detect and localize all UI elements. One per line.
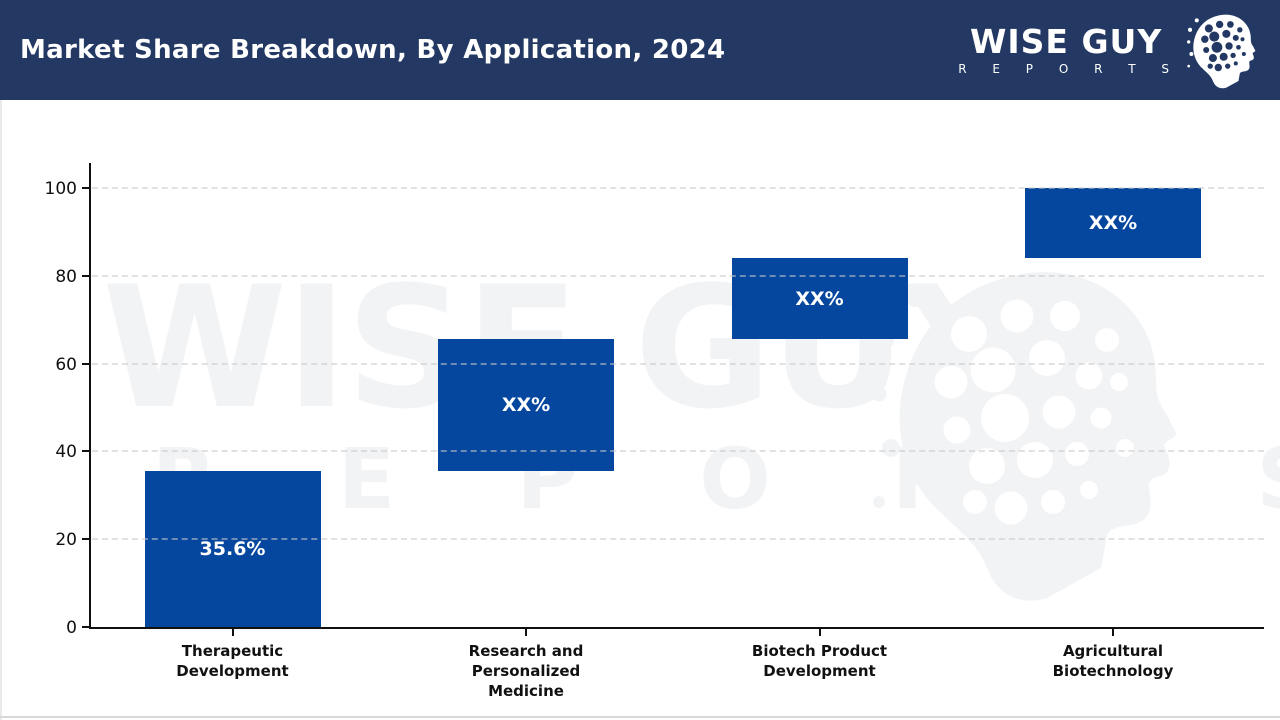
- y-axis-tick: [82, 450, 89, 453]
- wise-guy-logo: WISE GUY R E P O R T S: [952, 8, 1260, 92]
- y-axis-tick: [82, 626, 89, 628]
- y-axis-tick-label: 60: [55, 354, 77, 375]
- logo-tagline: R E P O R T S: [958, 61, 1180, 76]
- plot-area: WISE GUY R E P O R T S 35.6: [0, 100, 1280, 720]
- x-axis-category-label: Agricultural Biotechnology: [1052, 642, 1174, 680]
- bar-value-label: 35.6%: [199, 537, 266, 560]
- chart-title: Market Share Breakdown, By Application, …: [20, 35, 726, 65]
- y-axis-tick: [82, 362, 89, 365]
- y-axis-tick-label: 40: [55, 442, 77, 463]
- bar-value-label: XX%: [795, 287, 844, 310]
- gridline-60: [92, 362, 1264, 365]
- x-axis-category-label: Research and Personalized Medicine: [468, 642, 584, 700]
- bar-value-label: XX%: [501, 393, 551, 416]
- x-axis-tick: [818, 629, 821, 636]
- y-axis-tick: [82, 538, 89, 541]
- logo-wordmark-block: WISE GUY R E P O R T S: [952, 25, 1180, 76]
- gridline-80: [92, 274, 1264, 277]
- logo-head-icon: [1187, 14, 1256, 89]
- y-axis-tick-label: 20: [55, 530, 77, 551]
- bar-segment: XX%: [731, 258, 908, 339]
- x-axis-spine: [89, 627, 1264, 629]
- bar-value-label: XX%: [1088, 212, 1138, 235]
- x-axis-category-label: Therapeutic Development: [176, 642, 289, 680]
- y-axis-tick-label: 0: [66, 618, 77, 638]
- gridline-40: [92, 450, 1264, 453]
- gridline-100: [92, 187, 1264, 189]
- bar-segment: XX%: [1025, 188, 1201, 259]
- x-axis-tick: [525, 629, 527, 636]
- watermark-tagline: R E P O R T S: [152, 430, 1280, 528]
- bar-segment: 35.6%: [144, 470, 321, 627]
- logo-wordmark: WISE GUY: [969, 21, 1163, 61]
- x-axis-tick: [1112, 629, 1114, 636]
- watermark-head-icon: [871, 272, 1176, 601]
- x-axis-tick: [231, 629, 234, 636]
- bar-segment: XX%: [438, 339, 614, 471]
- header-bar: Market Share Breakdown, By Application, …: [0, 0, 1280, 100]
- y-axis-spine: [89, 163, 91, 629]
- y-axis-tick-label: 100: [44, 179, 77, 199]
- y-axis-tick-label: 80: [55, 266, 77, 287]
- y-axis-tick: [82, 274, 89, 277]
- x-axis-category-label: Biotech Product Development: [751, 642, 888, 680]
- y-axis-tick: [82, 187, 89, 189]
- bottom-divider: [0, 716, 1280, 718]
- gridline-20: [92, 538, 1264, 541]
